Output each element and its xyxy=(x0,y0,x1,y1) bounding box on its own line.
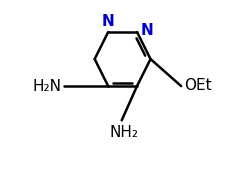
Text: H₂N: H₂N xyxy=(32,79,61,94)
Text: OEt: OEt xyxy=(184,78,211,93)
Text: NH₂: NH₂ xyxy=(109,125,138,140)
Text: N: N xyxy=(141,23,154,38)
Text: N: N xyxy=(102,14,115,29)
